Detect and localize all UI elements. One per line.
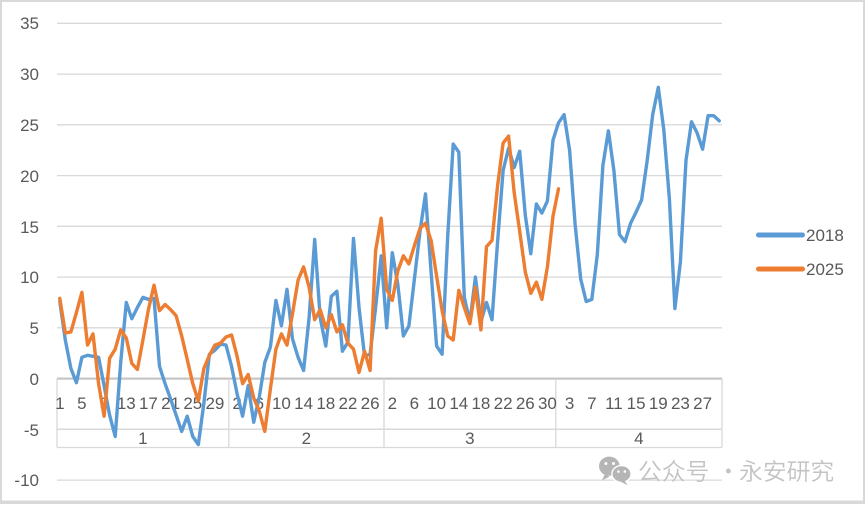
svg-text:2: 2 — [232, 394, 241, 413]
svg-text:10: 10 — [20, 268, 39, 287]
svg-text:23: 23 — [671, 394, 690, 413]
svg-text:4: 4 — [634, 429, 643, 448]
svg-text:14: 14 — [449, 394, 468, 413]
svg-text:11: 11 — [605, 394, 623, 413]
svg-text:-10: -10 — [14, 471, 39, 490]
svg-text:30: 30 — [20, 65, 39, 84]
svg-text:-5: -5 — [24, 421, 39, 440]
svg-text:7: 7 — [587, 394, 596, 413]
svg-text:2018: 2018 — [806, 226, 844, 245]
svg-text:29: 29 — [205, 394, 224, 413]
svg-text:17: 17 — [139, 394, 158, 413]
svg-text:3: 3 — [565, 394, 574, 413]
svg-text:20: 20 — [20, 167, 39, 186]
svg-text:18: 18 — [316, 394, 335, 413]
svg-text:15: 15 — [627, 394, 646, 413]
svg-text:3: 3 — [465, 429, 474, 448]
svg-text:25: 25 — [20, 116, 39, 135]
svg-text:1: 1 — [138, 429, 147, 448]
svg-text:10: 10 — [272, 394, 291, 413]
svg-text:13: 13 — [117, 394, 136, 413]
svg-text:2: 2 — [302, 429, 311, 448]
svg-text:26: 26 — [516, 394, 535, 413]
svg-text:18: 18 — [471, 394, 490, 413]
svg-text:35: 35 — [20, 14, 39, 33]
svg-text:2025: 2025 — [806, 260, 844, 279]
svg-text:10: 10 — [427, 394, 446, 413]
svg-text:15: 15 — [20, 218, 39, 237]
svg-text:6: 6 — [410, 394, 419, 413]
svg-text:5: 5 — [77, 394, 86, 413]
svg-text:0: 0 — [30, 370, 39, 389]
svg-text:2: 2 — [388, 394, 397, 413]
svg-text:1: 1 — [55, 394, 64, 413]
svg-text:5: 5 — [30, 319, 39, 338]
svg-text:27: 27 — [693, 394, 712, 413]
svg-text:19: 19 — [649, 394, 668, 413]
svg-text:14: 14 — [294, 394, 313, 413]
svg-text:22: 22 — [494, 394, 513, 413]
svg-text:30: 30 — [538, 394, 557, 413]
svg-text:26: 26 — [361, 394, 380, 413]
svg-text:22: 22 — [338, 394, 357, 413]
